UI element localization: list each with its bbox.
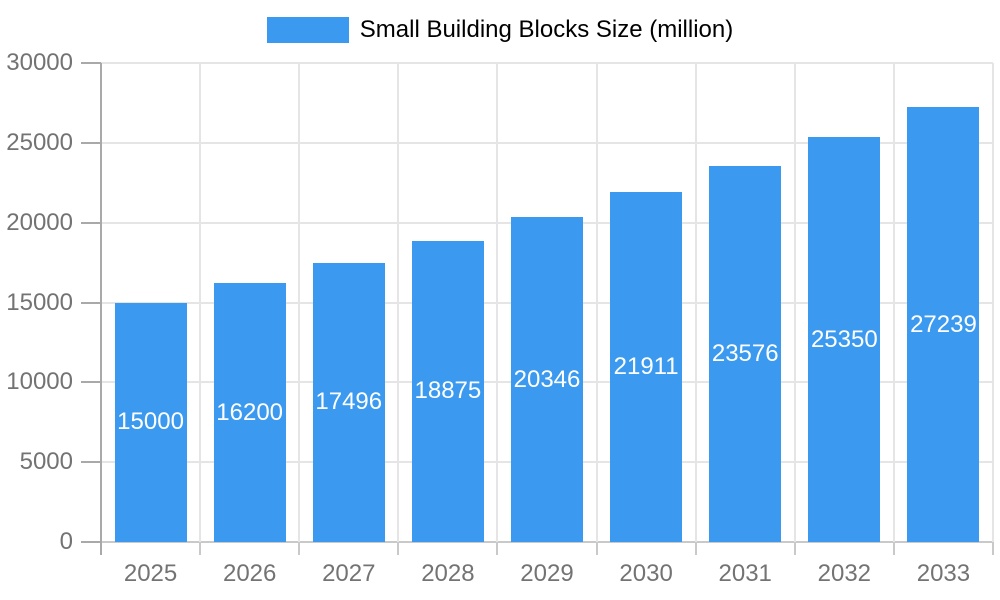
bar-value-label: 17496 <box>315 388 383 416</box>
gridline-vertical <box>496 63 499 542</box>
gridline-horizontal <box>101 141 993 144</box>
y-axis-tick <box>81 62 101 64</box>
y-axis-label: 10000 <box>6 368 73 396</box>
y-axis-tick <box>81 301 101 304</box>
x-axis-label: 2029 <box>520 560 574 587</box>
bar[interactable]: 17496 <box>312 262 385 542</box>
x-axis-label: 2026 <box>222 560 277 587</box>
x-axis-label: 2031 <box>718 560 772 587</box>
x-axis-label: 2032 <box>817 560 872 587</box>
bar[interactable]: 27239 <box>907 107 980 542</box>
gridline-horizontal <box>101 62 993 64</box>
x-axis-tick <box>298 542 301 555</box>
x-axis-tick <box>595 542 598 555</box>
bar[interactable]: 16200 <box>213 283 286 542</box>
bar[interactable]: 21911 <box>610 192 683 542</box>
y-axis-tick <box>81 141 101 144</box>
x-axis-label: 2025 <box>123 560 178 587</box>
y-axis-label: 20000 <box>6 208 73 236</box>
x-axis-tick <box>199 542 202 555</box>
bar-value-label: 20346 <box>513 365 581 393</box>
bar[interactable]: 18875 <box>411 240 484 542</box>
x-axis-label: 2027 <box>322 560 376 587</box>
bar[interactable]: 15000 <box>114 302 187 542</box>
gridline-vertical <box>595 63 598 542</box>
x-axis-baseline <box>101 541 993 543</box>
gridline-vertical <box>397 63 400 542</box>
y-axis-tick <box>81 221 101 224</box>
gridline-vertical <box>694 63 697 542</box>
x-axis-tick <box>694 542 697 555</box>
bar[interactable]: 23576 <box>709 165 782 542</box>
y-axis-tick <box>81 461 101 464</box>
bar[interactable]: 20346 <box>511 217 583 542</box>
x-axis-tick <box>793 542 796 555</box>
y-axis-label: 0 <box>59 528 73 555</box>
x-axis-tick <box>992 542 994 555</box>
gridline-vertical <box>298 63 301 542</box>
bar[interactable]: 25350 <box>808 137 881 542</box>
x-axis-tick <box>397 542 400 555</box>
y-axis-label: 25000 <box>6 128 73 156</box>
y-axis-label: 30000 <box>6 49 73 76</box>
bar-value-label: 21911 <box>613 353 679 381</box>
y-axis-label: 5000 <box>19 448 73 476</box>
y-axis-tick <box>81 541 101 543</box>
bar-value-label: 25350 <box>810 325 878 353</box>
y-axis-label: 15000 <box>6 288 73 316</box>
y-axis-tick <box>81 381 101 384</box>
gridline-vertical <box>793 63 796 542</box>
x-axis-tick <box>496 542 499 555</box>
legend[interactable]: Small Building Blocks Size (million) <box>0 14 1000 46</box>
x-axis-label: 2028 <box>421 560 475 587</box>
bar-value-label: 23576 <box>711 339 779 367</box>
x-axis-tick <box>892 542 895 555</box>
bar-value-label: 15000 <box>117 408 184 436</box>
legend-label: Small Building Blocks Size (million) <box>359 16 734 43</box>
gridline-vertical <box>992 63 994 542</box>
bar-value-label: 16200 <box>216 398 284 426</box>
y-axis-line <box>100 63 102 555</box>
gridline-vertical <box>199 63 202 542</box>
bar-value-label: 27239 <box>910 310 977 338</box>
x-axis-label: 2033 <box>916 560 971 587</box>
gridline-vertical <box>892 63 895 542</box>
legend-swatch <box>266 17 349 43</box>
x-axis-label: 2030 <box>619 560 673 587</box>
bar-value-label: 18875 <box>414 377 482 405</box>
